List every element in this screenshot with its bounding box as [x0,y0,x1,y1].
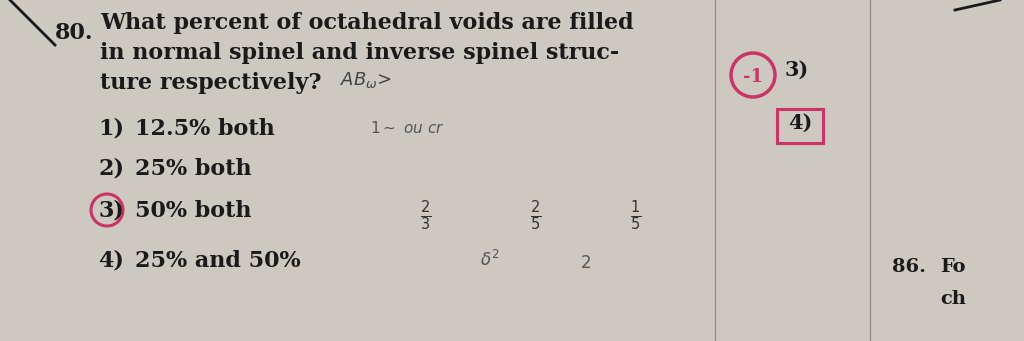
Text: ture respectively?: ture respectively? [100,72,322,94]
Text: 4): 4) [98,250,124,272]
Text: 50% both: 50% both [135,200,252,222]
Text: Fo: Fo [940,258,966,276]
Text: $\mathit{1{\sim}\ ou\ cr}$: $\mathit{1{\sim}\ ou\ cr}$ [370,120,444,136]
Text: 1): 1) [98,118,124,140]
Text: $\frac{2}{5}$: $\frac{2}{5}$ [530,198,542,233]
Text: 3): 3) [785,60,809,80]
Text: in normal spinel and inverse spinel struc-: in normal spinel and inverse spinel stru… [100,42,620,64]
Text: 3): 3) [98,200,124,222]
Text: $\frac{1}{5}$: $\frac{1}{5}$ [630,198,641,233]
Text: ch: ch [940,290,966,308]
Text: $\delta^{2}$: $\delta^{2}$ [480,250,500,270]
Text: $\frac{2}{3}$: $\frac{2}{3}$ [420,198,431,233]
Text: 12.5% both: 12.5% both [135,118,274,140]
Text: 25% both: 25% both [135,158,252,180]
Text: -1: -1 [743,68,763,86]
Text: 4): 4) [787,113,812,133]
Text: 2): 2) [98,158,124,180]
Text: 80.: 80. [55,22,93,44]
Text: 25% and 50%: 25% and 50% [135,250,301,272]
Text: $2$: $2$ [580,255,591,272]
Text: What percent of octahedral voids are filled: What percent of octahedral voids are fil… [100,12,634,34]
Text: $\mathit{AB}_{\omega}$>: $\mathit{AB}_{\omega}$> [340,70,392,90]
Text: 86.: 86. [892,258,926,276]
